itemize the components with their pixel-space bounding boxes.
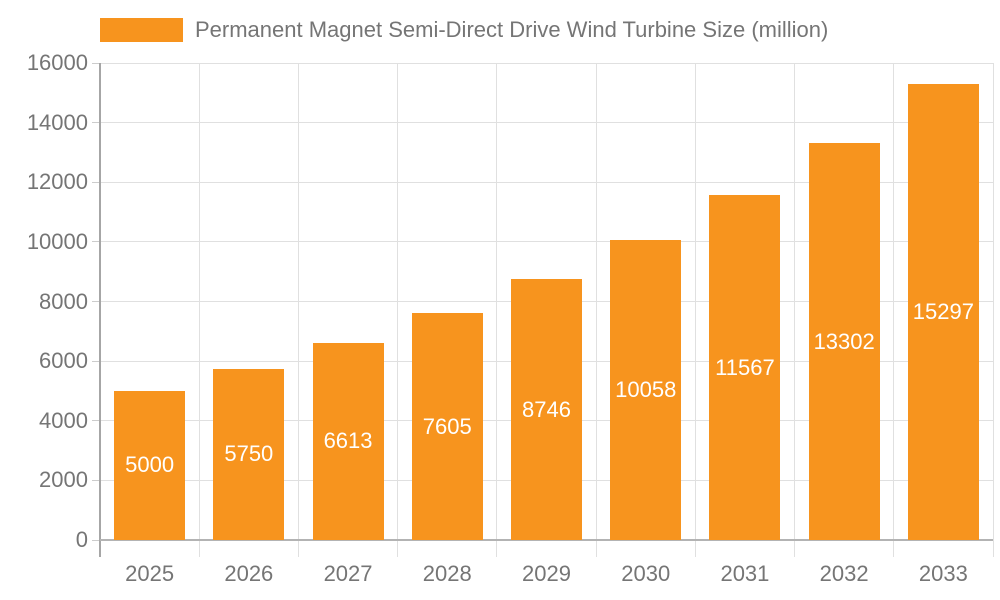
y-axis-tick [92, 241, 100, 243]
bar-value-label: 11567 [715, 354, 775, 380]
y-tick-label: 4000 [39, 407, 88, 433]
x-tick-label: 2032 [819, 561, 869, 586]
bar[interactable] [114, 390, 186, 540]
v-gridline [496, 63, 498, 557]
bar[interactable] [213, 368, 285, 540]
v-gridline [893, 63, 895, 557]
x-tick-label: 2030 [621, 561, 671, 586]
v-gridline [694, 63, 696, 557]
bar-value-label: 7605 [422, 413, 472, 439]
bar-value-label: 6613 [323, 428, 373, 454]
y-axis-line [99, 63, 101, 557]
bar[interactable] [312, 342, 384, 540]
x-axis-line [100, 539, 993, 541]
y-tick-label: 8000 [39, 288, 88, 314]
y-tick-label: 0 [75, 527, 88, 552]
x-tick-label: 2028 [422, 561, 472, 586]
bar-value-label: 5000 [125, 452, 175, 478]
v-gridline [595, 63, 597, 557]
v-gridline [397, 63, 399, 557]
h-gridline [100, 241, 993, 243]
legend-label: Permanent Magnet Semi-Direct Drive Wind … [195, 17, 829, 42]
bar[interactable] [511, 279, 582, 540]
bar-value-label: 10058 [615, 377, 677, 403]
bar-value-label: 13302 [813, 328, 875, 354]
x-tick-label: 2031 [720, 561, 770, 586]
legend-item[interactable]: Permanent Magnet Semi-Direct Drive Wind … [100, 18, 828, 42]
x-tick-label: 2033 [918, 561, 968, 586]
v-gridline [198, 63, 200, 557]
bar[interactable] [808, 143, 880, 540]
h-gridline [100, 62, 993, 64]
y-axis-tick [92, 539, 100, 541]
bar[interactable] [610, 240, 682, 540]
y-axis-tick [92, 360, 100, 362]
y-tick-label: 16000 [26, 50, 88, 75]
v-gridline [297, 63, 299, 557]
y-tick-label: 10000 [26, 228, 88, 254]
y-tick-label: 6000 [39, 348, 88, 374]
x-tick-label: 2029 [522, 561, 571, 586]
y-axis-tick [92, 122, 100, 124]
bar-value-label: 5750 [224, 441, 274, 467]
y-tick-label: 12000 [26, 169, 88, 195]
bar[interactable] [907, 83, 979, 540]
legend-swatch [100, 18, 183, 42]
h-gridline [100, 181, 993, 183]
bar[interactable] [411, 313, 483, 540]
y-axis-tick [92, 62, 100, 64]
h-gridline [100, 122, 993, 124]
bar-value-label: 8746 [522, 396, 571, 422]
v-gridline [992, 63, 994, 557]
y-tick-label: 14000 [26, 109, 88, 135]
y-axis-tick [92, 301, 100, 302]
x-tick-label: 2027 [323, 561, 373, 586]
x-tick-label: 2026 [224, 561, 274, 586]
bar[interactable] [709, 195, 781, 540]
v-gridline [794, 63, 796, 557]
y-tick-label: 2000 [39, 467, 88, 493]
y-axis-tick [92, 181, 100, 183]
x-tick-label: 2025 [125, 561, 175, 586]
y-axis-tick [92, 420, 100, 422]
y-axis-tick [92, 479, 100, 481]
bar-value-label: 15297 [912, 298, 974, 324]
